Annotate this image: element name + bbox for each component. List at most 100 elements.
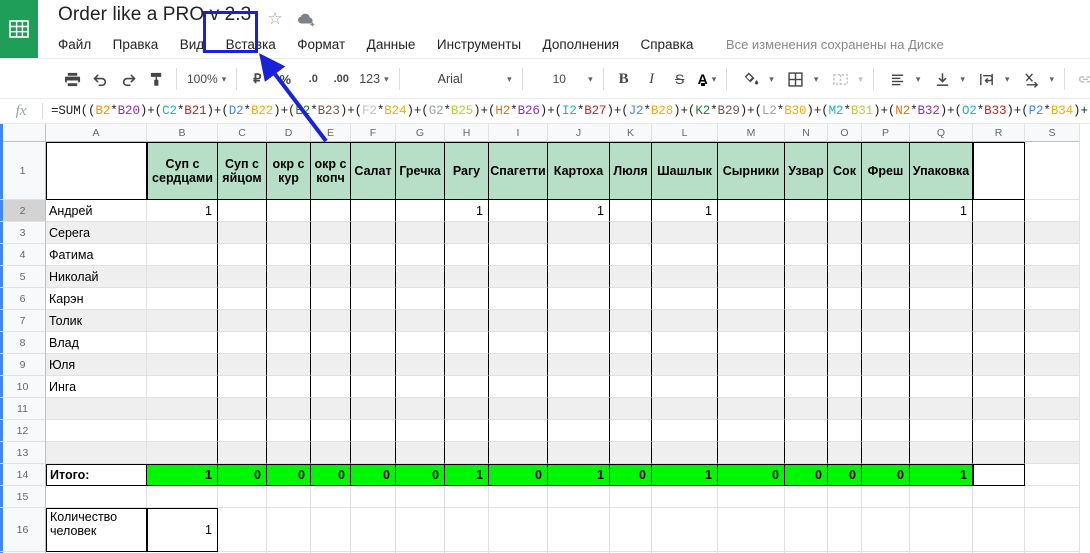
order-cell-3-14[interactable]: [828, 244, 862, 266]
cell-B15[interactable]: [147, 486, 218, 508]
order-cell-1-13[interactable]: [785, 200, 828, 222]
order-cell-11-14[interactable]: [828, 420, 862, 442]
order-cell-9-3[interactable]: [267, 376, 311, 398]
order-cell-11-12[interactable]: [718, 420, 785, 442]
person-name-2[interactable]: Серега: [46, 222, 147, 244]
total-value-5[interactable]: 0: [351, 464, 396, 486]
order-cell-12-14[interactable]: [828, 442, 862, 464]
cell-S4[interactable]: [1025, 244, 1080, 266]
person-name-9[interactable]: Инга: [46, 376, 147, 398]
order-cell-12-4[interactable]: [311, 442, 351, 464]
order-cell-10-13[interactable]: [785, 398, 828, 420]
order-cell-2-1[interactable]: [147, 222, 218, 244]
order-cell-9-16[interactable]: [910, 376, 973, 398]
fill-color-button[interactable]: ▾: [733, 67, 778, 91]
order-cell-12-7[interactable]: [445, 442, 489, 464]
cell-R16[interactable]: [973, 508, 1025, 552]
cell-R13[interactable]: [973, 442, 1025, 464]
total-value-6[interactable]: 0: [396, 464, 445, 486]
column-header-a[interactable]: A: [46, 124, 147, 142]
order-cell-4-2[interactable]: [218, 266, 267, 288]
order-cell-7-11[interactable]: [652, 332, 718, 354]
order-cell-1-15[interactable]: [862, 200, 910, 222]
dish-header-1[interactable]: Суп с сердцами: [147, 142, 218, 200]
order-cell-4-7[interactable]: [445, 266, 489, 288]
order-cell-11-7[interactable]: [445, 420, 489, 442]
cell-R14[interactable]: [973, 464, 1025, 486]
order-cell-3-6[interactable]: [396, 244, 445, 266]
order-cell-8-14[interactable]: [828, 354, 862, 376]
cell-R1[interactable]: [973, 142, 1025, 200]
text-color-button[interactable]: A ▾: [694, 67, 721, 91]
order-cell-9-1[interactable]: [147, 376, 218, 398]
order-cell-11-1[interactable]: [147, 420, 218, 442]
cell-N15[interactable]: [785, 486, 828, 508]
cell-R12[interactable]: [973, 420, 1025, 442]
font-size-selector[interactable]: 10 ▾: [529, 67, 597, 91]
row-header-6[interactable]: 6: [0, 288, 46, 310]
headcount-label[interactable]: Количество человек: [46, 508, 147, 552]
order-cell-7-4[interactable]: [311, 332, 351, 354]
cell-R5[interactable]: [973, 266, 1025, 288]
total-value-12[interactable]: 0: [718, 464, 785, 486]
cell-M16[interactable]: [718, 508, 785, 552]
order-cell-6-1[interactable]: [147, 310, 218, 332]
order-cell-9-15[interactable]: [862, 376, 910, 398]
order-cell-6-16[interactable]: [910, 310, 973, 332]
menu-help[interactable]: Справка: [640, 37, 694, 52]
total-value-13[interactable]: 0: [785, 464, 828, 486]
dish-header-12[interactable]: Сырники: [718, 142, 785, 200]
person-name-11[interactable]: [46, 420, 147, 442]
order-cell-3-11[interactable]: [652, 244, 718, 266]
order-cell-11-8[interactable]: [489, 420, 548, 442]
order-cell-4-13[interactable]: [785, 266, 828, 288]
order-cell-10-3[interactable]: [267, 398, 311, 420]
person-name-5[interactable]: Карэн: [46, 288, 147, 310]
cell-S1[interactable]: [1025, 142, 1080, 200]
order-cell-10-11[interactable]: [652, 398, 718, 420]
order-cell-1-2[interactable]: [218, 200, 267, 222]
order-cell-2-8[interactable]: [489, 222, 548, 244]
menu-file[interactable]: Файл: [58, 37, 92, 52]
cell-Q16[interactable]: [910, 508, 973, 552]
total-value-14[interactable]: 0: [828, 464, 862, 486]
currency-format-button[interactable]: ₽: [253, 71, 262, 86]
cell-S12[interactable]: [1025, 420, 1080, 442]
order-cell-6-12[interactable]: [718, 310, 785, 332]
order-cell-7-5[interactable]: [351, 332, 396, 354]
dish-header-15[interactable]: Фреш: [862, 142, 910, 200]
order-cell-2-9[interactable]: [548, 222, 610, 244]
cell-S16[interactable]: [1025, 508, 1080, 552]
order-cell-4-14[interactable]: [828, 266, 862, 288]
dish-header-4[interactable]: окр с копч: [311, 142, 351, 200]
order-cell-5-13[interactable]: [785, 288, 828, 310]
order-cell-3-2[interactable]: [218, 244, 267, 266]
cell-S14[interactable]: [1025, 464, 1080, 486]
column-header-e[interactable]: E: [311, 124, 351, 142]
order-cell-3-15[interactable]: [862, 244, 910, 266]
order-cell-5-8[interactable]: [489, 288, 548, 310]
order-cell-7-2[interactable]: [218, 332, 267, 354]
total-value-4[interactable]: 0: [311, 464, 351, 486]
person-name-4[interactable]: Николай: [46, 266, 147, 288]
order-cell-9-11[interactable]: [652, 376, 718, 398]
order-cell-11-3[interactable]: [267, 420, 311, 442]
order-cell-5-10[interactable]: [610, 288, 652, 310]
headcount-value[interactable]: 1: [147, 508, 218, 552]
order-cell-3-9[interactable]: [548, 244, 610, 266]
dish-header-3[interactable]: окр с кур: [267, 142, 311, 200]
order-cell-12-5[interactable]: [351, 442, 396, 464]
order-cell-11-10[interactable]: [610, 420, 652, 442]
order-cell-12-11[interactable]: [652, 442, 718, 464]
percent-format-button[interactable]: %: [279, 71, 292, 87]
order-cell-1-11[interactable]: 1: [652, 200, 718, 222]
order-cell-9-8[interactable]: [489, 376, 548, 398]
order-cell-5-16[interactable]: [910, 288, 973, 310]
total-value-3[interactable]: 0: [267, 464, 311, 486]
order-cell-3-8[interactable]: [489, 244, 548, 266]
row-header-11[interactable]: 11: [0, 398, 46, 420]
order-cell-2-4[interactable]: [311, 222, 351, 244]
total-value-10[interactable]: 0: [610, 464, 652, 486]
order-cell-4-3[interactable]: [267, 266, 311, 288]
order-cell-3-12[interactable]: [718, 244, 785, 266]
